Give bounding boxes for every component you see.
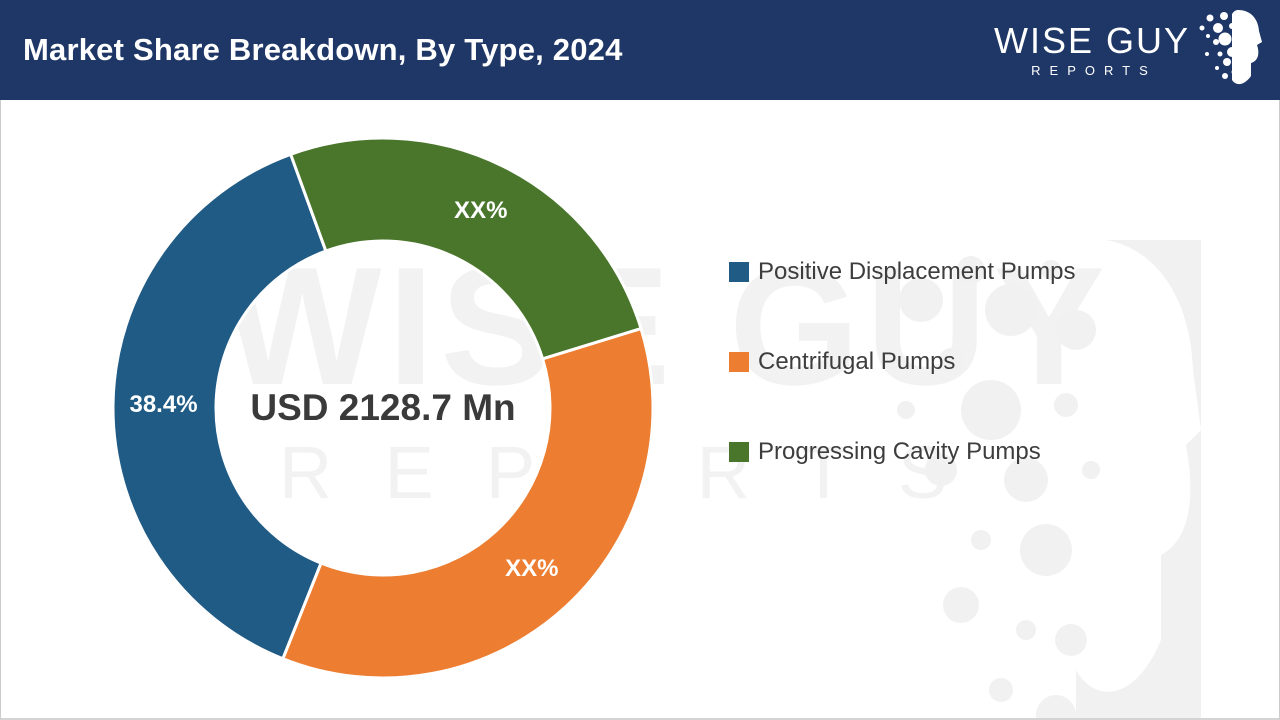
brand-name: WISE GUY: [993, 19, 1190, 61]
slice-percentage-label-2: XX%: [454, 197, 508, 225]
brand-subtitle: REPORTS: [1031, 62, 1157, 78]
brand-face-icon: [1194, 6, 1262, 95]
watermark-face-dots: [841, 210, 1201, 718]
donut-slice-positive-displacement-pumps: [111, 152, 328, 661]
header-bar: Market Share Breakdown, By Type, 2024 WI…: [0, 0, 1280, 100]
chart-legend: Positive Displacement Pumps Centrifugal …: [729, 258, 1076, 529]
legend-item-progressing-cavity-pumps: Progressing Cavity Pumps: [729, 438, 1075, 465]
donut-svg: [111, 136, 655, 680]
chart-canvas: WISE GUY REPORTS USD 2128.7 Mn 38.4%XX: [0, 100, 1280, 720]
legend-swatch-orange: [729, 352, 749, 372]
legend-item-centrifugal-pumps: Centrifugal Pumps: [729, 348, 1075, 375]
legend-label: Centrifugal Pumps: [758, 348, 956, 375]
brand-logo: WISE GUY REPORTS: [994, 6, 1262, 95]
donut-slice-centrifugal-pumps: [281, 327, 655, 680]
watermark-text: WISE GUY: [223, 232, 1112, 420]
legend-label: Positive Displacement Pumps: [758, 258, 1076, 285]
donut-chart: USD 2128.7 Mn 38.4% XX% XX%: [110, 135, 656, 681]
slice-percentage-label-0: 38.4%: [129, 390, 198, 418]
legend-swatch-green: [729, 442, 749, 462]
brand-logo-text: WISE GUY REPORTS: [993, 19, 1190, 78]
page-title: Market Share Breakdown, By Type, 2024: [23, 32, 623, 67]
legend-swatch-blue: [729, 262, 749, 282]
donut-slice-progressing-cavity-pumps: [289, 136, 643, 361]
slice-percentage-label-1: XX%: [505, 555, 559, 583]
legend-item-positive-displacement-pumps: Positive Displacement Pumps: [729, 258, 1076, 285]
chart-center-value: USD 2128.7 Mn: [250, 387, 516, 428]
legend-label: Progressing Cavity Pumps: [758, 438, 1041, 465]
